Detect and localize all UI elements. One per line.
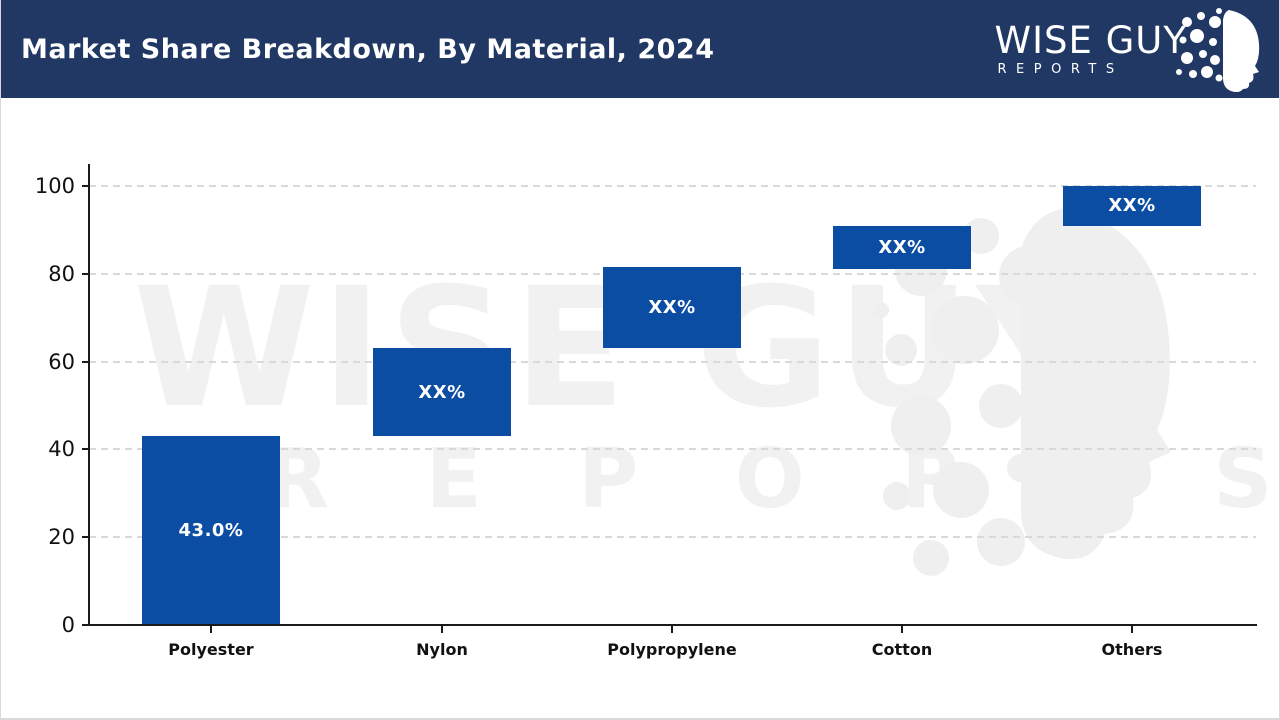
watermark-head-graphic: [873, 208, 1171, 576]
brand-logo-text: WISE GUY REPORTS: [995, 22, 1187, 76]
bar-value-label: XX%: [1108, 195, 1156, 217]
bar-value-label: XX%: [648, 297, 696, 319]
bar-nylon: XX%: [373, 348, 511, 437]
x-axis-category-label: Others: [1101, 640, 1163, 659]
bar-cotton: XX%: [833, 225, 971, 270]
y-axis-tick-mark: [82, 185, 89, 187]
y-axis-tick-label: 100: [34, 174, 75, 198]
y-axis-tick-label: 0: [61, 613, 75, 637]
x-axis-category-label: Nylon: [416, 640, 468, 659]
bar-value-label: XX%: [878, 236, 926, 258]
x-axis-tick-mark: [441, 626, 443, 633]
bar-value-label: 43.0%: [178, 520, 244, 542]
bar-others: XX%: [1063, 186, 1201, 226]
header-bar: Market Share Breakdown, By Material, 202…: [1, 0, 1279, 98]
x-axis-line: [88, 624, 1257, 626]
y-axis-tick-label: 40: [48, 437, 75, 462]
y-gridline: [89, 448, 1256, 451]
y-axis-tick-mark: [82, 624, 89, 626]
y-axis-tick-mark: [82, 360, 89, 363]
brand-logo: WISE GUY REPORTS: [995, 6, 1265, 92]
x-axis-tick-mark: [671, 626, 673, 633]
y-axis-tick-label: 20: [48, 525, 75, 550]
x-axis-tick-mark: [901, 626, 903, 633]
y-axis-tick-mark: [82, 536, 89, 539]
x-axis-tick-mark: [1131, 626, 1133, 633]
y-axis-line: [88, 164, 90, 626]
bar-polyester: 43.0%: [142, 436, 280, 625]
x-axis-tick-mark: [210, 626, 212, 633]
y-axis-tick-mark: [82, 448, 89, 451]
x-axis-category-label: Polyester: [168, 640, 254, 659]
y-axis-tick-label: 80: [48, 261, 75, 286]
brand-subtitle: REPORTS: [997, 62, 1124, 77]
x-axis-category-label: Polypropylene: [607, 640, 737, 659]
brand-head-icon: [1176, 8, 1260, 92]
x-axis-category-label: Cotton: [871, 640, 933, 659]
brand-name: WISE GUY: [994, 19, 1187, 62]
bar-value-label: XX%: [418, 381, 466, 403]
y-axis-tick-label: 60: [48, 349, 75, 374]
y-axis-tick-mark: [82, 272, 89, 275]
chart-title: Market Share Breakdown, By Material, 202…: [21, 33, 715, 65]
bar-polypropylene: XX%: [603, 267, 741, 349]
y-gridline: [89, 536, 1256, 539]
y-gridline: [89, 360, 1256, 363]
y-gridline: [89, 185, 1256, 187]
